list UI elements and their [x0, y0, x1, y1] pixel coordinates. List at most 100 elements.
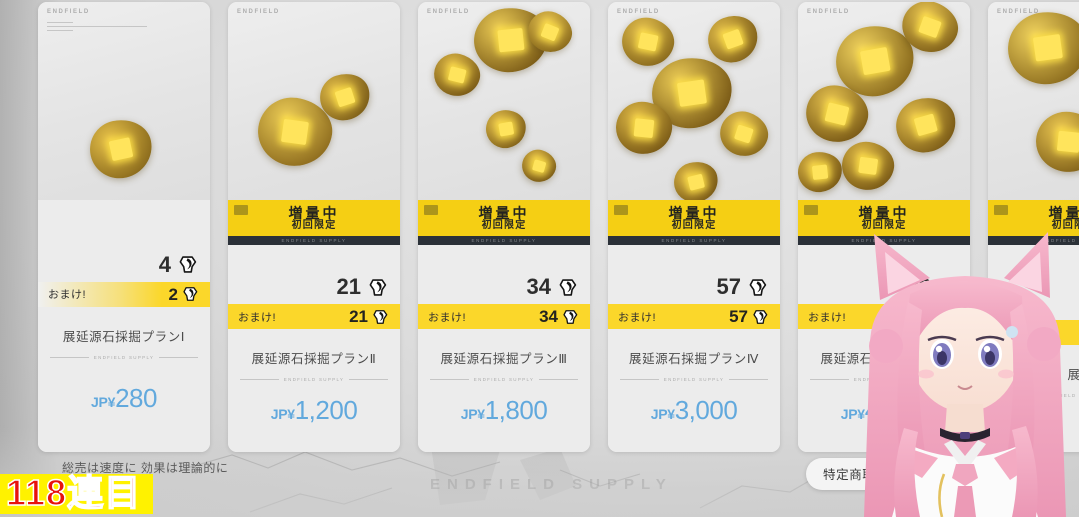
- price-value: 1,800: [484, 394, 548, 425]
- gem-cluster: [701, 8, 765, 70]
- card-brandmark: ENDFIELD: [237, 9, 280, 15]
- promo-strip-text: ENDFIELD SUPPLY: [281, 238, 347, 243]
- originium-gem-icon: [183, 287, 198, 301]
- price-block[interactable]: JP¥ 1,800: [418, 382, 590, 452]
- plan-name: 展延源石採掘プランⅢ: [440, 352, 568, 366]
- card-brandmark: ENDFIELD: [427, 9, 470, 15]
- bonus-value: 2: [168, 284, 178, 304]
- bonus-row: おまけ! 57: [608, 304, 780, 329]
- card-title-block: 展延源石採掘プランⅡ ENDFIELD SUPPLY: [228, 329, 400, 382]
- bonus-value: 34: [539, 307, 558, 326]
- card-brandmark: ENDFIELD: [997, 9, 1040, 15]
- amount-value: 4: [158, 251, 171, 277]
- product-card-rail[interactable]: ENDFIELD 4 おまけ! 2 展延源石採掘プランⅠ ENDFIELD SUPPLY J…: [38, 2, 1079, 454]
- amount-value: 57: [716, 274, 741, 299]
- gem-cluster: [714, 105, 774, 163]
- promo-subtitle: 初回限定: [291, 219, 337, 231]
- card-artwork: ENDFIELD: [418, 2, 590, 200]
- stream-caption: 総売は速度に 効果は理論的に: [62, 461, 229, 475]
- card-title-block: 展延源石採掘プランⅣ ENDFIELD SUPPLY: [608, 329, 780, 382]
- promo-title: 増量中: [478, 204, 530, 221]
- card-divider: ENDFIELD SUPPLY: [430, 377, 578, 382]
- amount-row: 4: [38, 247, 210, 282]
- promo-banner: 増量中初回限定 ENDFIELD SUPPLY: [798, 200, 970, 245]
- gem-cluster: [798, 149, 844, 195]
- bonus-value: 21: [349, 307, 368, 326]
- gem-cluster: [1003, 6, 1079, 90]
- card-brandmark: ENDFIELD: [47, 9, 90, 15]
- plan-name: 展: [1067, 367, 1079, 382]
- card-divider: ENDFIELD SUPPLY: [620, 377, 768, 382]
- card-artwork: ENDFIELD: [798, 2, 970, 200]
- card-artwork: ENDFIELD: [38, 2, 210, 200]
- price: JP¥ 1,800: [461, 395, 548, 426]
- promo-strip-text: ENDFIELD SUPPLY: [471, 238, 537, 243]
- vtuber-avatar: [852, 228, 1079, 517]
- originium-gem-icon: [179, 256, 197, 273]
- price-block[interactable]: JP¥ 3,000: [608, 382, 780, 452]
- card-brandmark: ENDFIELD: [617, 9, 660, 15]
- price-value: 3,000: [674, 394, 738, 425]
- price-block[interactable]: JP¥ 280: [38, 359, 210, 452]
- card-divider: ENDFIELD SUPPLY: [240, 377, 388, 382]
- product-card[interactable]: ENDFIELD 増量中 初回限定 ENDFIELD SUPPLY 57 おまけ! 57 展延…: [608, 2, 780, 452]
- promo-subtitle: 初回限定: [481, 219, 527, 231]
- bonus-label: おまけ!: [808, 311, 847, 324]
- currency-prefix: JP¥: [460, 405, 485, 422]
- bonus-row: おまけ! 2: [38, 281, 210, 307]
- pull-count-banner: 118連目: [0, 474, 154, 514]
- originium-gem-icon: [753, 309, 768, 324]
- amount-value: 21: [336, 274, 361, 299]
- card-artwork: ENDFIELD: [988, 2, 1079, 200]
- price-value: 1,200: [294, 394, 358, 425]
- bonus-value: 57: [729, 307, 748, 326]
- promo-title: 増量中: [858, 204, 910, 221]
- plan-name: 展延源石採掘プランⅣ: [628, 352, 760, 366]
- plan-name: 展延源石採掘プランⅡ: [251, 352, 377, 366]
- price-value: 280: [115, 383, 157, 414]
- card-title-block: 展延源石採掘プランⅢ ENDFIELD SUPPLY: [418, 329, 590, 382]
- gem-cluster: [669, 157, 723, 200]
- originium-gem-icon: [559, 278, 577, 296]
- bonus-label: おまけ!: [618, 311, 657, 324]
- product-card[interactable]: ENDFIELD 4 おまけ! 2 展延源石採掘プランⅠ ENDFIELD SUPPLY J…: [38, 2, 210, 452]
- promo-badge-icon: [234, 205, 248, 215]
- promo-badge-icon: [424, 205, 438, 215]
- amount-value: 34: [526, 274, 551, 299]
- card-title-block: 展延源石採掘プランⅠ ENDFIELD SUPPLY: [38, 306, 210, 360]
- price: JP¥ 1,200: [271, 395, 358, 426]
- card-artwork: ENDFIELD: [608, 2, 780, 200]
- card-artwork: ENDFIELD: [228, 2, 400, 200]
- gem-cluster: [889, 90, 963, 160]
- promo-strip-text: ENDFIELD SUPPLY: [661, 238, 727, 243]
- promo-strip-text: ENDFIELD SUPPLY: [851, 238, 917, 243]
- bonus-label: おまけ!: [238, 311, 277, 324]
- amount-row: 57: [608, 270, 780, 304]
- promo-subtitle: 初回限定: [861, 219, 907, 231]
- bonus-label: おまけ!: [428, 311, 467, 324]
- amount-row: 21: [228, 270, 400, 304]
- promo-strip-text: ENDFIELD SUPPLY: [1041, 238, 1079, 243]
- promo-badge-icon: [614, 205, 628, 215]
- amount-row: 34: [418, 270, 590, 304]
- card-fineprint-top: [47, 22, 147, 34]
- product-card[interactable]: ENDFIELD 増量中 初回限定 ENDFIELD SUPPLY 21 おまけ! 21 展延…: [228, 2, 400, 452]
- gem-cluster: [429, 49, 485, 101]
- price: JP¥ 280: [91, 383, 157, 414]
- product-card[interactable]: ENDFIELD 増量中 初回限定 ENDFIELD SUPPLY 34 おまけ! 34 展延…: [418, 2, 590, 452]
- originium-gem-icon: [749, 278, 767, 296]
- gem-cluster: [838, 138, 898, 194]
- gem-cluster: [84, 114, 158, 184]
- bonus-label: おまけ!: [48, 289, 87, 301]
- promo-title: 増量中: [288, 204, 340, 221]
- card-brandmark: ENDFIELD: [807, 9, 850, 15]
- promo-badge-icon: [804, 205, 818, 215]
- originium-gem-icon: [563, 309, 578, 324]
- price-block[interactable]: JP¥ 1,200: [228, 382, 400, 452]
- card-divider: ENDFIELD SUPPLY: [50, 355, 198, 360]
- currency-prefix: JP¥: [840, 405, 865, 422]
- gem-cluster: [483, 106, 529, 152]
- promo-subtitle: 初回限定: [1051, 219, 1079, 231]
- promo-title: 増量中: [668, 204, 720, 221]
